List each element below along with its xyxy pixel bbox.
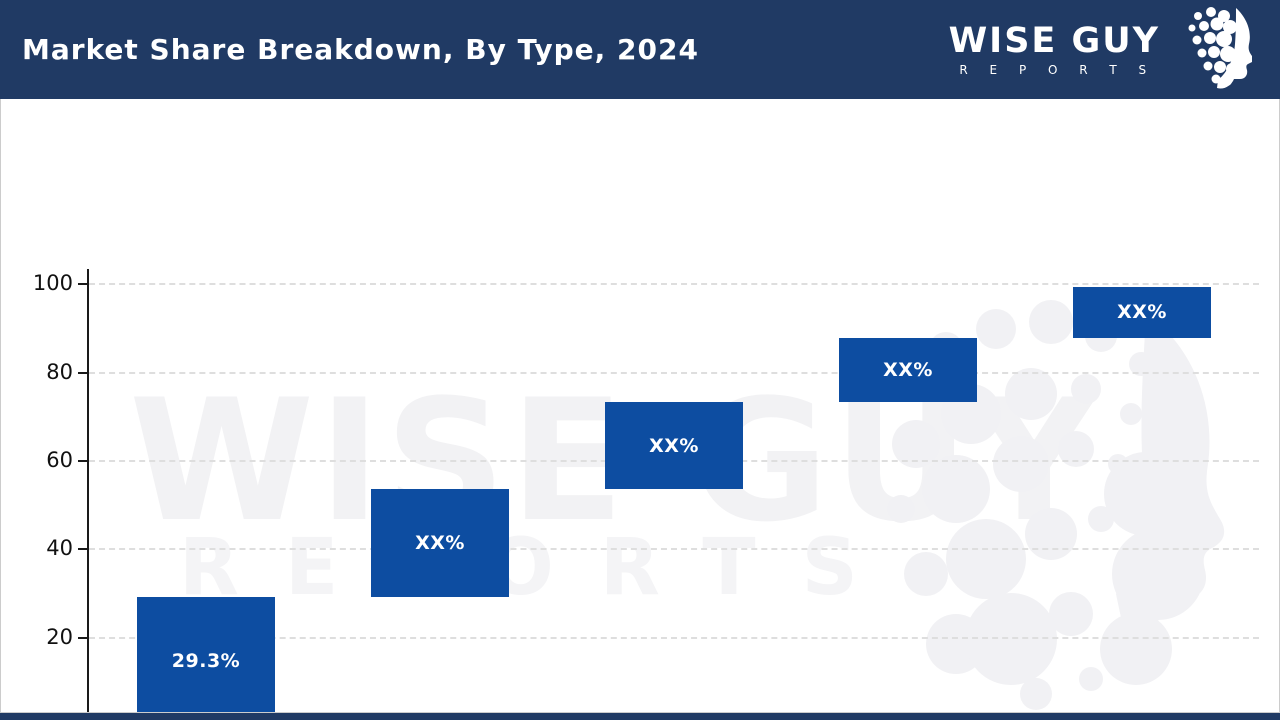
- chart-canvas: WISE GUY REPORTS 02040608010029.3%Real-t…: [0, 99, 1280, 720]
- logo-subtitle: R E P O R T S: [959, 62, 1156, 77]
- logo-head-icon: [1188, 6, 1252, 88]
- y-axis-tick: [78, 283, 87, 286]
- y-axis-tick: [78, 636, 87, 639]
- gridline: [89, 548, 1259, 551]
- bar-segment: XX%: [839, 338, 977, 403]
- y-axis-tick: [78, 460, 87, 463]
- y-axis-tick: [78, 371, 87, 374]
- gridline: [89, 283, 1259, 286]
- bar-segment: XX%: [371, 489, 509, 597]
- y-tick-label: 80: [46, 359, 73, 384]
- waterfall-chart: 02040608010029.3%Real-time VisualizerXX%…: [1, 99, 1280, 720]
- footer-bar: [0, 712, 1280, 720]
- bar-segment: XX%: [1073, 286, 1211, 339]
- bar-value-label: XX%: [1117, 301, 1167, 324]
- logo-wordmark: WISE GUY: [948, 20, 1160, 61]
- bar-value-label: XX%: [883, 359, 933, 382]
- logo-text: WISE GUY R E P O R T S: [948, 20, 1160, 77]
- y-axis-line: [87, 269, 89, 720]
- gridline: [89, 636, 1259, 639]
- gridline: [89, 371, 1259, 374]
- bar-value-label: 29.3%: [171, 650, 241, 673]
- wise-guy-reports-logo: WISE GUY R E P O R T S: [949, 6, 1252, 94]
- y-axis-tick: [78, 548, 87, 551]
- y-tick-label: 100: [32, 271, 73, 296]
- watermark-head-dots: [887, 300, 1225, 710]
- watermark-subtext: REPORTS: [179, 523, 904, 613]
- bar-value-label: XX%: [415, 531, 465, 554]
- bar-value-label: XX%: [649, 434, 699, 457]
- chart-title: Market Share Breakdown, By Type, 2024: [22, 33, 699, 66]
- bar-segment: 29.3%: [137, 596, 275, 720]
- header-bar: Market Share Breakdown, By Type, 2024 WI…: [0, 0, 1280, 99]
- bar-segment: XX%: [605, 402, 743, 490]
- y-tick-label: 20: [46, 624, 73, 649]
- y-tick-label: 40: [46, 536, 73, 561]
- y-tick-label: 60: [46, 448, 73, 473]
